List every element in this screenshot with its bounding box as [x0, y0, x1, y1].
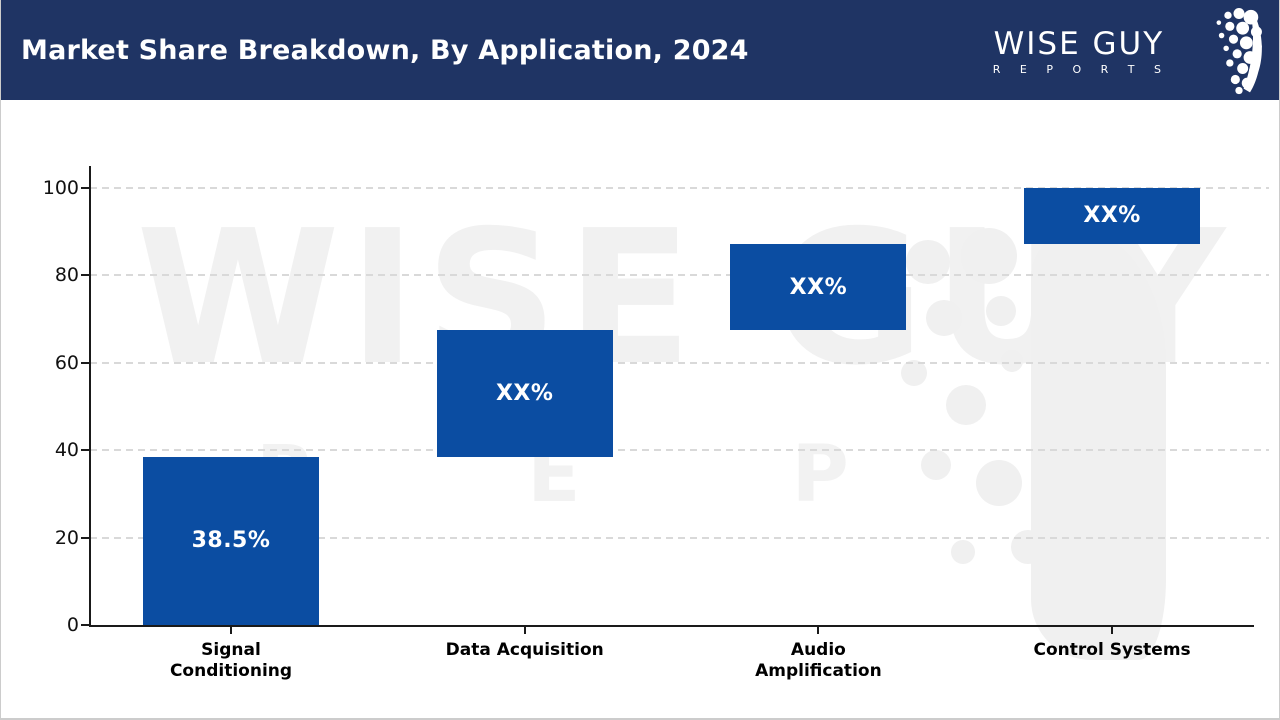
x-axis-category-label: Data Acquisition	[445, 640, 604, 660]
bar-value-label: XX%	[789, 274, 848, 300]
bar-control-systems: XX%	[1024, 187, 1201, 245]
y-axis-tick-label: 40	[54, 439, 79, 461]
chart-plot-area: WISE GUY R E P O R T S 02040608010038.5%…	[1, 100, 1279, 718]
y-axis-tickmark	[81, 186, 90, 189]
gridline-y40	[90, 449, 1269, 451]
y-axis-tick-label: 20	[54, 526, 79, 549]
gridline-y80	[90, 274, 1269, 276]
y-axis-tickmark	[81, 536, 90, 539]
y-axis-tick-label: 0	[66, 614, 79, 636]
x-axis-tickmark	[523, 625, 526, 634]
bar-value-label: XX%	[1083, 203, 1141, 229]
x-axis-tickmark	[817, 625, 820, 634]
y-axis-tickmark	[81, 361, 90, 364]
x-axis-category-label: Control Systems	[1033, 640, 1191, 660]
y-axis-tickmark	[81, 624, 90, 626]
gridline-y60	[90, 361, 1269, 364]
brand-logo: WISE GUY R E P O R T S	[989, 8, 1263, 96]
y-axis-line	[89, 166, 91, 627]
y-axis-tick-label: 100	[42, 176, 79, 199]
y-axis-tick-label: 60	[54, 351, 79, 374]
bar-value-label: 38.5%	[191, 528, 271, 554]
chart-title: Market Share Breakdown, By Application, …	[21, 34, 749, 66]
gridline-y20	[90, 536, 1269, 539]
header-banner: Market Share Breakdown, By Application, …	[1, 0, 1279, 100]
brand-subname: R E P O R T S	[992, 62, 1169, 76]
x-axis-category-label: Signal Conditioning	[169, 640, 293, 682]
x-axis-line	[89, 625, 1254, 627]
x-axis-category-label: Audio Amplification	[755, 640, 882, 682]
brand-logo-text: WISE GUY R E P O R T S	[989, 28, 1169, 76]
x-axis-tickmark	[1111, 625, 1114, 634]
gridline-y100	[90, 186, 1269, 189]
brand-name: WISE GUY	[993, 26, 1165, 63]
bar-signal-conditioning: 38.5%	[143, 456, 319, 625]
y-axis-tickmark	[81, 274, 90, 276]
y-axis-tickmark	[81, 449, 90, 451]
y-axis-tick-label: 80	[54, 264, 79, 286]
dotted-head-logo-icon	[1216, 8, 1262, 95]
bar-data-acquisition: XX%	[436, 329, 613, 457]
x-axis-tickmark	[230, 625, 232, 634]
bar-audio-amplification: XX%	[730, 244, 907, 330]
bar-value-label: XX%	[495, 380, 554, 406]
